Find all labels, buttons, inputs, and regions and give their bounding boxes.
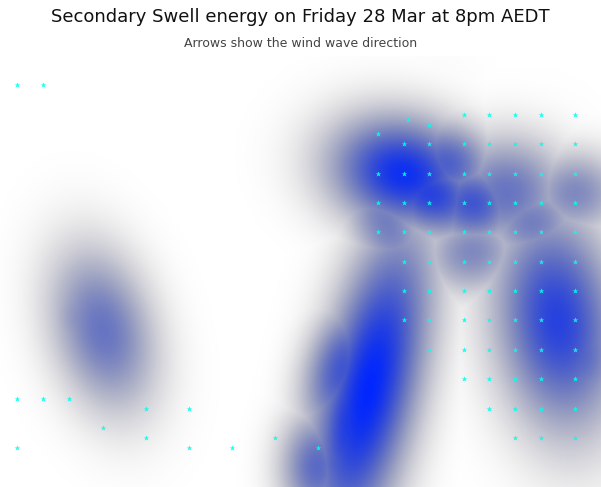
Text: Secondary Swell energy on Friday 28 Mar at 8pm AEDT: Secondary Swell energy on Friday 28 Mar … — [51, 8, 550, 26]
Text: Arrows show the wind wave direction: Arrows show the wind wave direction — [184, 37, 417, 50]
